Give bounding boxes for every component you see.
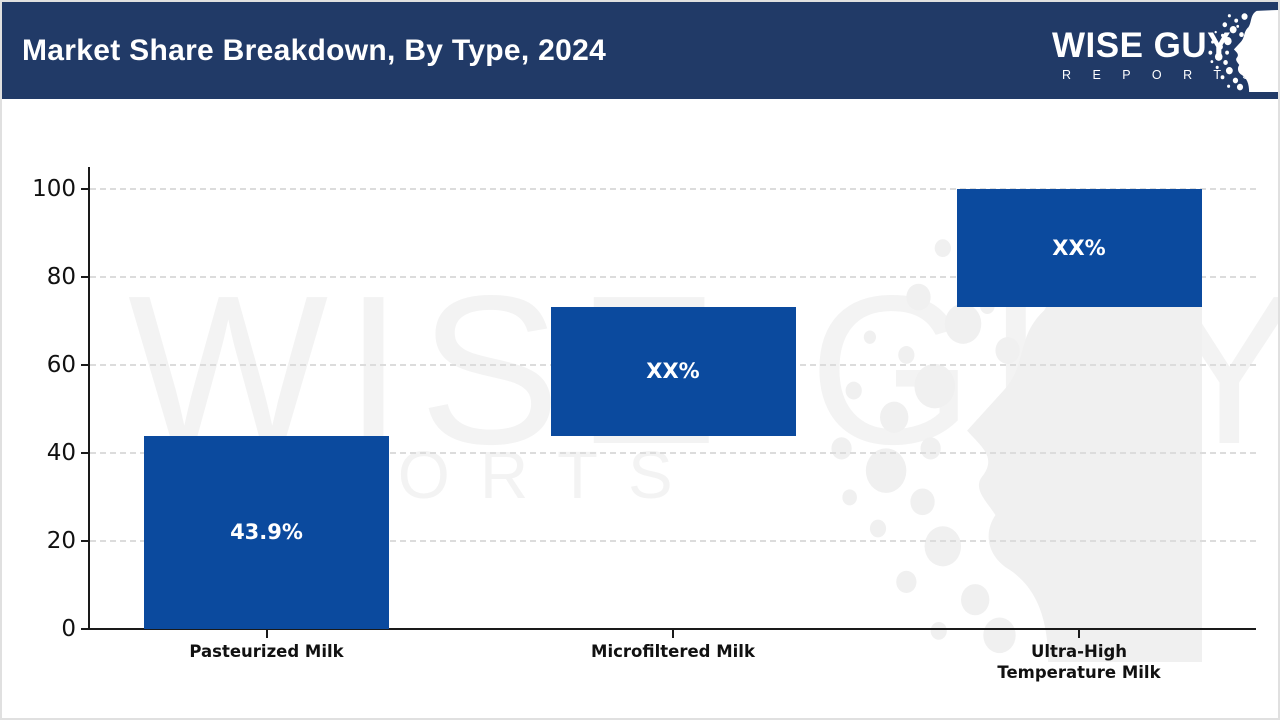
gridline-80 (90, 276, 1256, 278)
gridline-20 (90, 540, 1256, 542)
y-axis-line (88, 167, 90, 630)
x-axis-line (88, 628, 1256, 630)
y-tick-label-100: 100 (32, 176, 76, 202)
logo-subtitle: R E P O R T S (1062, 68, 1260, 82)
y-tick-0 (81, 628, 89, 630)
bar-value-label-1: XX% (646, 359, 700, 384)
y-tick-60 (81, 364, 89, 366)
bar-1[interactable]: XX% (550, 306, 796, 436)
x-tick-0 (265, 630, 268, 638)
gridline-40 (90, 452, 1256, 454)
logo-face-icon (1208, 10, 1278, 92)
header-bar: Market Share Breakdown, By Type, 2024 WI… (2, 2, 1278, 99)
wise-guy-reports-logo: WISE GUY R E P O R T S (1024, 10, 1278, 92)
y-tick-80 (81, 276, 89, 278)
page-title: Market Share Breakdown, By Type, 2024 (22, 33, 607, 67)
x-category-label-0: Pasteurized Milk (189, 642, 344, 661)
y-tick-40 (81, 452, 89, 454)
y-tick-100 (81, 188, 89, 190)
logo-wordmark: WISE GUY (1052, 26, 1232, 65)
x-tick-2 (1078, 630, 1080, 638)
bar-value-label-2: XX% (1052, 235, 1106, 260)
y-tick-label-60: 60 (46, 352, 76, 378)
y-tick-label-20: 20 (46, 528, 76, 554)
bar-0[interactable]: 43.9% (144, 435, 389, 629)
x-category-label-2: Ultra-High Temperature Milk (997, 642, 1161, 682)
bar-value-label-0: 43.9% (230, 520, 303, 545)
y-tick-label-80: 80 (46, 264, 76, 290)
gridline-100 (90, 188, 1256, 190)
x-category-label-1: Microfiltered Milk (591, 642, 755, 661)
bar-2[interactable]: XX% (956, 189, 1202, 307)
y-tick-label-40: 40 (46, 440, 76, 466)
y-tick-20 (81, 540, 89, 542)
x-tick-1 (672, 630, 674, 638)
y-tick-label-0: 0 (61, 616, 76, 642)
